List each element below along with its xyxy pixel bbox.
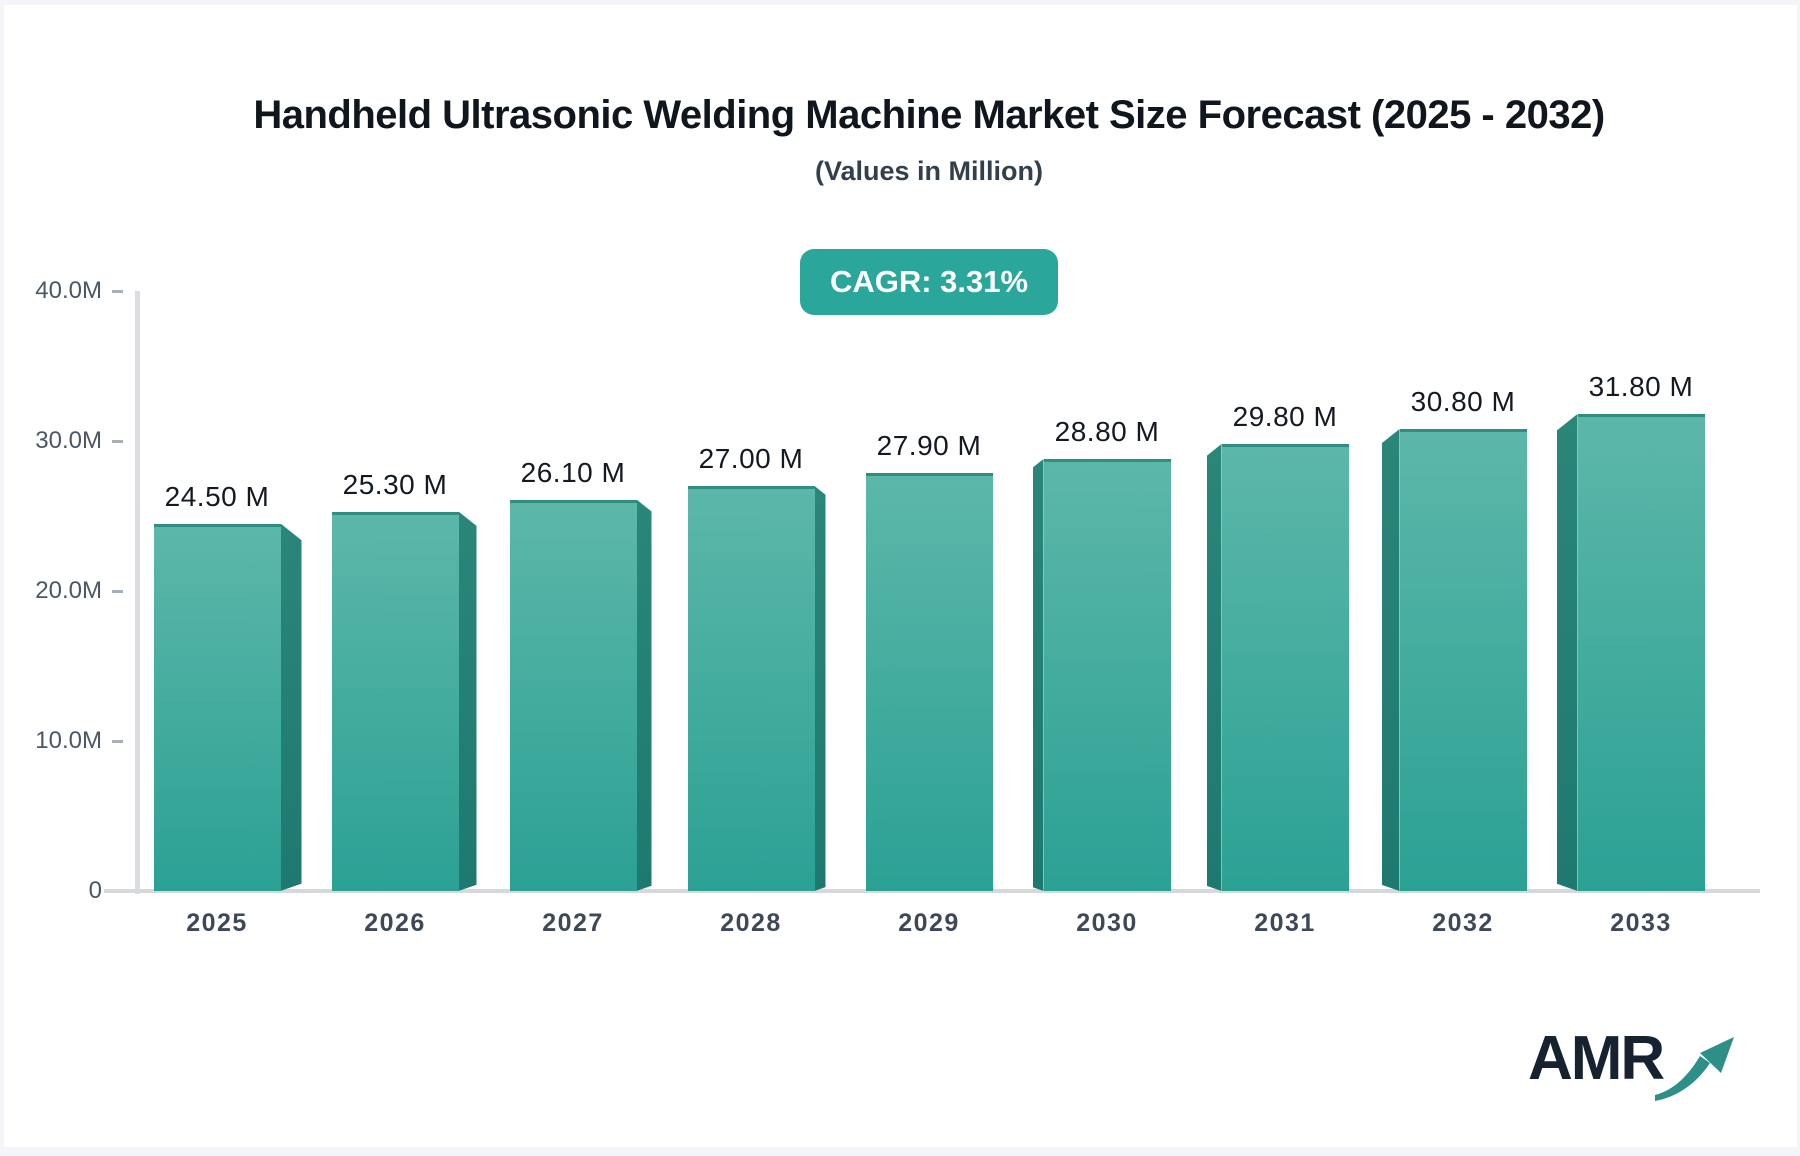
bar-side-panel — [1382, 429, 1400, 891]
amr-logo-text: AMR — [1528, 1024, 1665, 1093]
bar-side-panel — [815, 486, 826, 891]
bar-2029 — [865, 472, 993, 891]
bar-side-panel — [1033, 459, 1044, 891]
y-axis-label: 0 — [88, 877, 102, 904]
y-axis-tick — [112, 589, 123, 593]
bar-value-label: 29.80 M — [1232, 401, 1338, 432]
y-axis-line — [135, 291, 140, 894]
chart-title: Handheld Ultrasonic Welding Machine Mark… — [253, 93, 1605, 137]
x-axis-label: 2028 — [720, 909, 782, 937]
bar-value-label: 27.90 M — [876, 429, 982, 461]
bar-2030 — [1043, 459, 1171, 891]
bar-2025 — [153, 523, 281, 891]
logo-growth-arrow-icon — [1655, 1037, 1735, 1101]
bar-value-label: 27.00 M — [698, 443, 804, 474]
y-axis-label: 10.0M — [35, 727, 102, 754]
bar-value-label: 26.10 M — [520, 456, 626, 488]
bar-2026 — [331, 511, 459, 891]
x-axis-label: 2030 — [1076, 909, 1138, 937]
bar-2027 — [509, 499, 637, 891]
x-axis-label: 2031 — [1254, 909, 1316, 937]
x-axis-label: 2027 — [542, 909, 604, 937]
bar-value-label: 24.50 M — [164, 480, 270, 512]
bar-2028 — [687, 486, 815, 891]
bar-value-label: 30.80 M — [1410, 386, 1516, 417]
x-axis-line — [104, 889, 1760, 893]
x-axis-label: 2032 — [1432, 909, 1494, 937]
y-axis-label: 30.0M — [35, 427, 102, 454]
bar-side-panel — [1557, 414, 1578, 891]
chart-header: Handheld Ultrasonic Welding Machine Mark… — [99, 5, 1759, 315]
cagr-badge: CAGR: 3.31% — [799, 249, 1059, 315]
y-axis-label: 40.0M — [35, 277, 102, 304]
chart-card: Handheld Ultrasonic Welding Machine Mark… — [4, 5, 1797, 1147]
x-axis-label: 2026 — [364, 909, 426, 937]
y-axis-label: 20.0M — [35, 577, 102, 604]
x-axis-label: 2025 — [186, 909, 248, 937]
bar-side-panel — [281, 524, 302, 892]
bar-side-panel — [637, 500, 652, 892]
bar-side-panel — [1207, 444, 1222, 891]
bar-chart-plot-area: 0 10.0M 20.0M 30.0M 40.0M 24.50 M 2025 25.30 M 2… — [4, 240, 1800, 980]
bar-side-panel — [459, 512, 477, 892]
y-axis-tick — [112, 289, 123, 293]
x-axis-label: 2029 — [898, 909, 960, 937]
x-axis-label: 2033 — [1610, 909, 1672, 937]
bar-value-label: 31.80 M — [1588, 371, 1694, 402]
y-axis-tick — [112, 439, 123, 443]
bar-2031 — [1221, 444, 1349, 891]
bar-value-label: 28.80 M — [1054, 416, 1160, 447]
bar-2033 — [1577, 414, 1705, 891]
amr-logo: AMR — [1528, 1024, 1735, 1101]
bar-2032 — [1399, 429, 1527, 891]
chart-subtitle: (Values in Million) — [814, 156, 1044, 186]
y-axis-tick — [112, 739, 123, 743]
bar-value-label: 25.30 M — [342, 468, 448, 500]
